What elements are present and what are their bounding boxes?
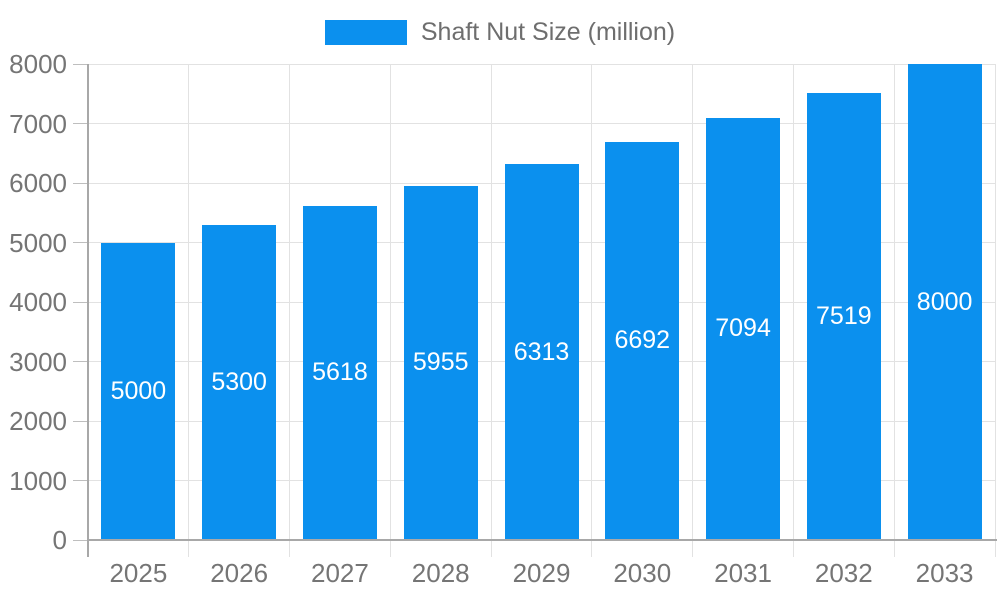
y-axis-tick-label: 2000 (9, 406, 67, 436)
y-axis-tick-label: 5000 (9, 227, 67, 258)
legend-swatch (324, 19, 407, 45)
y-axis-tick-label: 1000 (9, 465, 67, 496)
legend-label: Shaft Nut Size (million) (420, 18, 676, 46)
y-axis-tick (73, 539, 88, 541)
gridline-horizontal (88, 123, 995, 124)
x-axis-label-2029: 2029 (512, 558, 571, 588)
bar-value-label: 5000 (110, 376, 167, 405)
bar-2031[interactable]: 7094 (706, 117, 781, 540)
x-axis-line (88, 539, 997, 541)
y-axis-line (87, 64, 89, 557)
x-axis-label-2028: 2028 (411, 558, 470, 588)
y-axis-tick (73, 420, 88, 422)
gridline-vertical (893, 64, 895, 557)
bar-2032[interactable]: 7519 (806, 92, 881, 540)
x-axis-label-2031: 2031 (714, 558, 772, 588)
x-axis-label-2032: 2032 (814, 558, 873, 588)
y-axis-tick-label: 8000 (9, 49, 67, 79)
bar-value-label: 7519 (816, 301, 872, 330)
x-axis-label-2026: 2026 (210, 558, 269, 588)
y-axis-tick (73, 182, 88, 184)
bar-2029[interactable]: 6313 (504, 164, 579, 540)
gridline-vertical (692, 64, 694, 557)
x-axis-label-2027: 2027 (311, 558, 369, 588)
bar-2026[interactable]: 5300 (202, 224, 277, 540)
y-axis-tick (73, 242, 88, 243)
bar-value-label: 7094 (715, 314, 771, 343)
gridline-vertical (591, 64, 593, 557)
y-axis-tick-label: 6000 (9, 168, 67, 198)
gridline-vertical (792, 64, 794, 557)
y-axis-tick-label: 0 (52, 525, 67, 555)
bar-value-label: 5618 (312, 358, 368, 387)
bar-value-label: 5955 (412, 348, 469, 377)
bar-2027[interactable]: 5618 (302, 205, 377, 540)
y-axis-tick (73, 361, 88, 362)
y-axis-tick-label: 3000 (9, 346, 67, 377)
bar-2030[interactable]: 6692 (605, 141, 680, 540)
y-axis-tick-label: 4000 (9, 287, 67, 317)
gridline-vertical (188, 64, 190, 557)
gridline-horizontal (88, 63, 995, 65)
gridline-vertical (389, 64, 391, 557)
y-axis-tick (73, 63, 88, 65)
bar-value-label: 6313 (513, 337, 570, 366)
bar-2028[interactable]: 5955 (403, 185, 478, 540)
legend[interactable]: Shaft Nut Size (million) (0, 17, 1000, 47)
gridline-vertical (289, 64, 291, 557)
gridline-vertical (994, 64, 996, 557)
gridline-vertical (490, 64, 492, 557)
bar-value-label: 6692 (614, 326, 671, 355)
y-axis-tick-label: 7000 (9, 108, 67, 139)
y-axis-tick (73, 123, 88, 124)
x-axis-label-2030: 2030 (613, 558, 672, 588)
bar-value-label: 8000 (916, 287, 973, 316)
y-axis-tick (73, 480, 88, 481)
bar-value-label: 5300 (211, 367, 267, 396)
bar-2025[interactable]: 5000 (101, 242, 176, 540)
bar-2033[interactable]: 8000 (907, 64, 982, 540)
x-axis-label-2025: 2025 (109, 558, 168, 588)
y-axis-tick (73, 301, 88, 303)
x-axis-label-2033: 2033 (915, 558, 974, 588)
